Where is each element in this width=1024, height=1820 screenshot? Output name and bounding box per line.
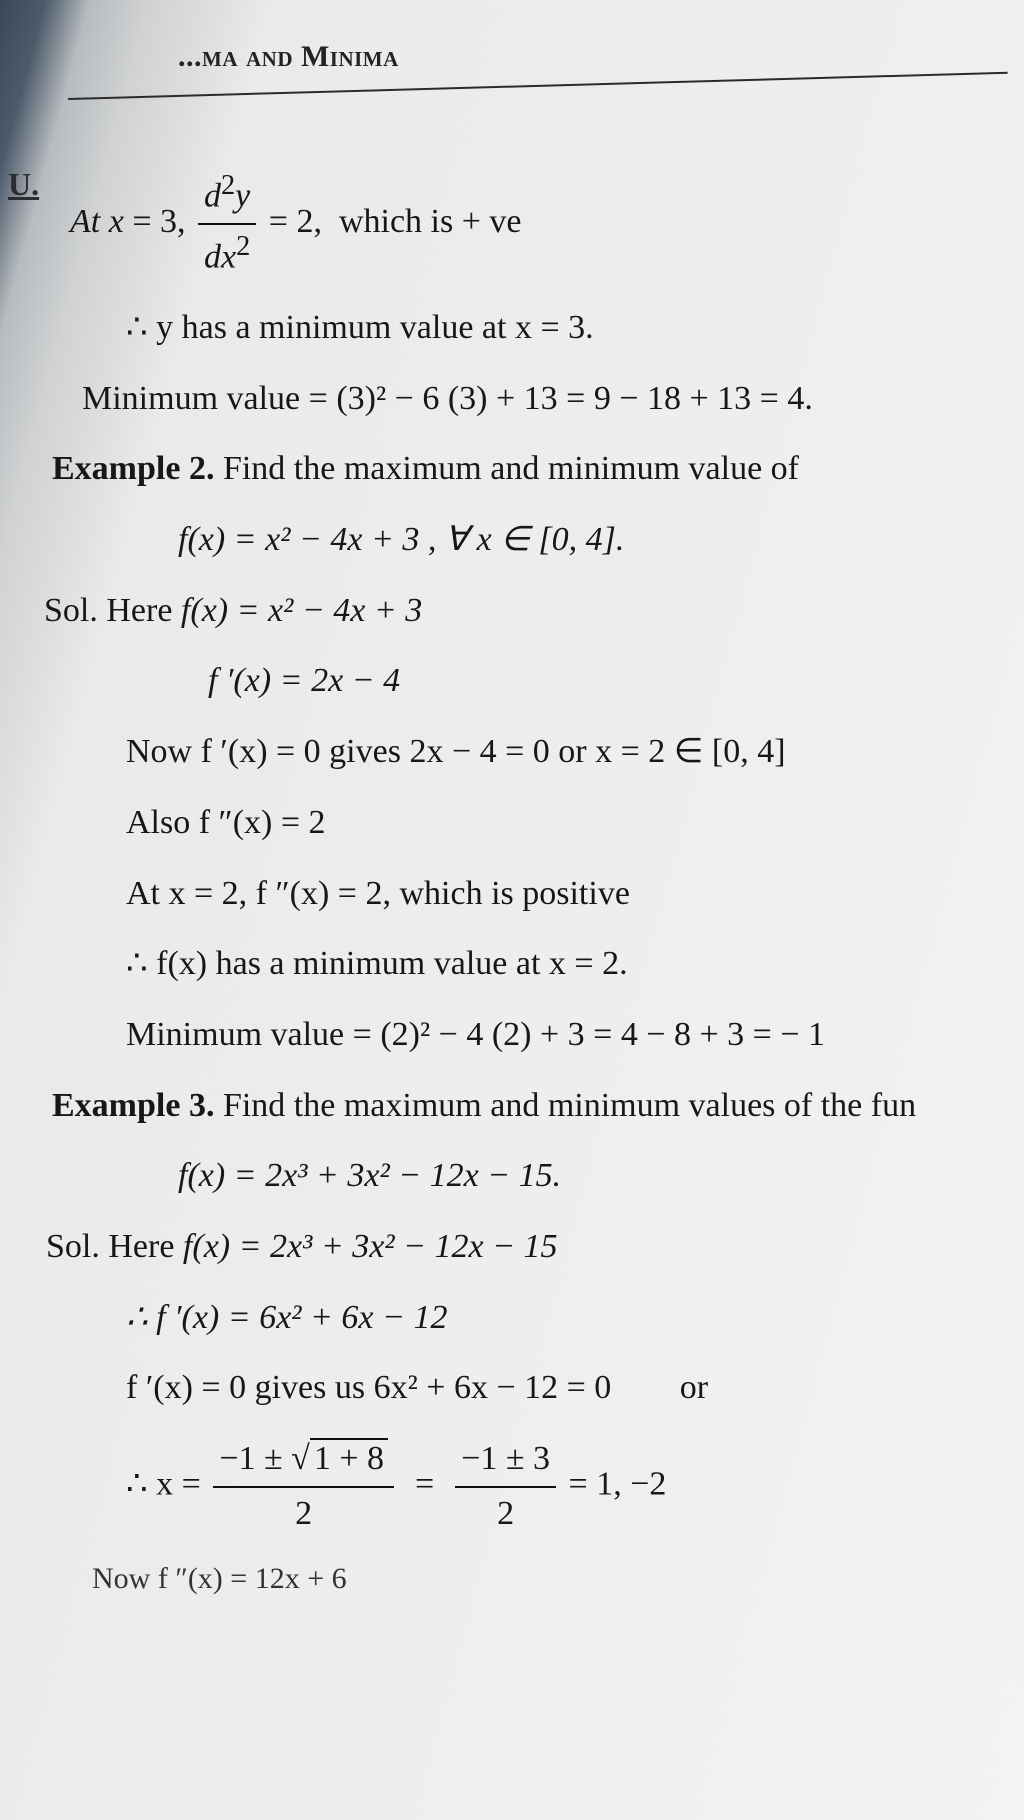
page-header: ...ma and Minima: [68, 40, 1008, 140]
header-rule: [68, 72, 1008, 100]
ex2-eq: f(x) = x² − 4x + 3 , ∀ x ∈ [0, 4].: [178, 514, 1008, 567]
frac-root-2: −1 ± 3 2: [455, 1433, 556, 1540]
ex3-label: Example 3.: [52, 1087, 214, 1124]
frac-root-1: −1 ± √1 + 8 2: [213, 1433, 394, 1540]
ex3-s3a: f ′(x) = 0 gives us 6x² + 6x − 12 = 0: [126, 1369, 611, 1406]
ex2-s2: f ′(x) = 2x − 4: [208, 655, 1008, 708]
ex3-cutoff: Now f ″(x) = 12x + 6: [92, 1562, 1008, 1596]
ex2-s5: At x = 2, f ″(x) = 2, which is positive: [126, 868, 1008, 921]
ex1-line-3: Minimum value = (3)² − 6 (3) + 13 = 9 − …: [82, 373, 1008, 426]
ex2-s1: f(x) = x² − 4x + 3: [181, 592, 422, 629]
ex2-s7: Minimum value = (2)² − 4 (2) + 3 = 4 − 8…: [126, 1009, 1008, 1062]
chapter-title: ...ma and Minima: [178, 40, 399, 74]
ex2-sol-1: Sol. Here f(x) = x² − 4x + 3: [44, 585, 1008, 638]
ex2-title: Example 2. Find the maximum and minimum …: [52, 443, 1008, 496]
ex3-s3: f ′(x) = 0 gives us 6x² + 6x − 12 = 0 or: [126, 1362, 1008, 1415]
root-den-1: 2: [213, 1488, 394, 1541]
ex3-s1: f(x) = 2x³ + 3x² − 12x − 15: [183, 1228, 558, 1265]
ex3-title: Example 3. Find the maximum and minimum …: [52, 1080, 1008, 1133]
ex1-line-2: ∴ y has a minimum value at x = 3.: [126, 302, 1008, 355]
ex2-s4: Also f ″(x) = 2: [126, 797, 1008, 850]
ex2-s6: ∴ f(x) has a minimum value at x = 2.: [126, 938, 1008, 991]
ex2-s3: Now f ′(x) = 0 gives 2x − 4 = 0 or x = 2…: [126, 726, 1008, 779]
ex3-eq: f(x) = 2x³ + 3x² − 12x − 15.: [178, 1150, 1008, 1203]
root-tail: = 1, −2: [569, 1466, 667, 1503]
ex2-label: Example 2.: [52, 450, 214, 487]
ex3-or: or: [680, 1362, 708, 1415]
frac-d2y-dx2: d2y dx2: [198, 164, 256, 284]
root-num2: −1 ± 3: [455, 1433, 556, 1488]
ex3-sol-lead: Sol. Here: [46, 1228, 183, 1265]
ex3-title-text: Find the maximum and minimum values of t…: [214, 1087, 916, 1124]
ex3-sol-1: Sol. Here f(x) = 2x³ + 3x² − 12x − 15: [46, 1221, 1008, 1274]
ex3-s2: ∴ f ′(x) = 6x² + 6x − 12: [126, 1292, 1008, 1345]
ex2-title-text: Find the maximum and minimum value of: [214, 450, 799, 487]
ex3-root-lead: ∴ x =: [126, 1466, 209, 1503]
side-label: U.: [8, 166, 39, 203]
root-num1: −1 ±: [219, 1440, 291, 1477]
root-rad: 1 + 8: [310, 1438, 388, 1477]
root-den-2: 2: [455, 1488, 556, 1541]
page-body: U. ...ma and Minima At x = 3, d2y dx2 = …: [68, 40, 1008, 1596]
ex3-root: ∴ x = −1 ± √1 + 8 2 = −1 ± 3 2 = 1, −2: [126, 1433, 1008, 1540]
ex1-line-1: At x = 3, d2y dx2 = 2, which is + ve: [70, 164, 1008, 284]
ex2-sol-lead: Sol. Here: [44, 592, 181, 629]
